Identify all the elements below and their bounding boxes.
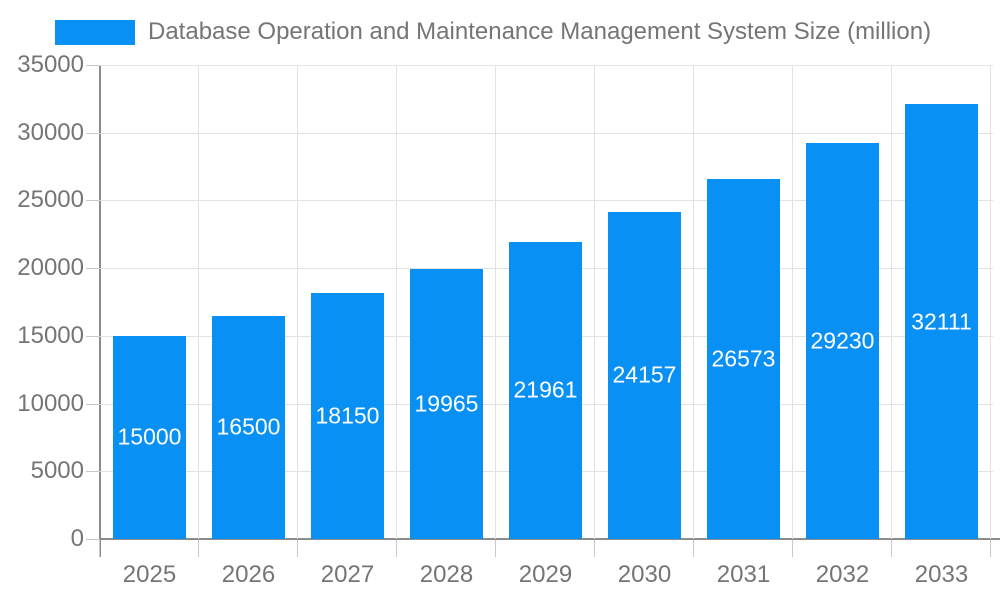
v-gridline — [594, 65, 595, 539]
bar-value-label: 16500 — [216, 413, 281, 440]
plot-area: 15000 16500 18150 19965 21961 24157 26573 29230… — [100, 65, 993, 539]
x-tick-mark — [990, 540, 991, 557]
bar: 21961 — [509, 241, 582, 539]
y-tick-label: 35000 — [17, 51, 84, 78]
h-gridline — [100, 132, 993, 134]
y-tick-label: 30000 — [17, 118, 84, 146]
v-gridline — [396, 65, 397, 539]
y-axis-line — [99, 65, 101, 557]
bar: 32111 — [905, 104, 978, 539]
x-tick-label: 2026 — [221, 561, 276, 588]
y-tick-mark — [86, 200, 100, 202]
x-tick-mark — [891, 540, 892, 557]
bar-value-label: 15000 — [117, 423, 182, 450]
bar-value-label: 19965 — [414, 390, 479, 417]
v-gridline — [693, 65, 694, 539]
bar: 26573 — [707, 179, 780, 539]
legend-swatch — [55, 19, 135, 45]
bar: 15000 — [113, 335, 186, 539]
y-tick-label: 20000 — [17, 254, 84, 282]
v-gridline — [891, 65, 892, 539]
bar: 29230 — [806, 143, 879, 539]
x-tick-label: 2028 — [419, 561, 474, 588]
y-tick-label: 15000 — [17, 321, 84, 349]
y-tick-label: 5000 — [30, 457, 84, 485]
v-gridline — [495, 65, 496, 539]
bar-value-label: 29230 — [810, 327, 875, 354]
x-axis-line — [99, 538, 1000, 540]
x-tick-mark — [198, 540, 199, 557]
bar: 24157 — [608, 211, 681, 539]
bar-value-label: 18150 — [315, 402, 380, 429]
x-tick-mark — [594, 540, 595, 557]
bar-value-label: 26573 — [711, 345, 776, 372]
v-gridline — [792, 65, 793, 539]
bar: 16500 — [212, 315, 285, 539]
h-gridline — [100, 65, 993, 66]
x-tick-mark — [495, 540, 496, 557]
y-tick-label: 10000 — [17, 389, 84, 417]
y-tick-label: 0 — [70, 525, 84, 552]
y-tick-mark — [86, 132, 100, 134]
y-tick-mark — [86, 539, 100, 540]
v-gridline — [198, 65, 199, 539]
v-gridline — [297, 65, 298, 539]
x-tick-label: 2029 — [518, 561, 573, 588]
x-tick-mark — [693, 540, 694, 557]
x-tick-mark — [99, 540, 100, 557]
y-tick-label: 25000 — [17, 186, 84, 214]
y-tick-mark — [86, 471, 100, 473]
x-tick-label: 2031 — [716, 561, 771, 588]
x-tick-label: 2027 — [320, 561, 375, 588]
bar-value-label: 32111 — [911, 308, 972, 335]
x-tick-label: 2032 — [815, 561, 870, 588]
bar-value-label: 24157 — [612, 361, 677, 388]
chart-legend: Database Operation and Maintenance Manag… — [55, 14, 931, 50]
bar: 18150 — [311, 293, 384, 539]
v-gridline — [990, 65, 991, 539]
bar: 19965 — [410, 268, 483, 539]
y-tick-mark — [86, 335, 100, 337]
y-tick-mark — [86, 268, 100, 270]
h-gridline — [100, 200, 993, 202]
x-tick-mark — [297, 540, 298, 557]
x-tick-label: 2025 — [122, 561, 177, 588]
y-tick-mark — [86, 65, 100, 66]
x-tick-label: 2033 — [914, 561, 969, 588]
x-tick-mark — [792, 540, 793, 557]
legend-label: Database Operation and Maintenance Manag… — [148, 18, 932, 45]
x-tick-label: 2030 — [617, 561, 672, 588]
bar-value-label: 21961 — [513, 376, 578, 403]
x-tick-mark — [396, 540, 397, 557]
y-tick-mark — [86, 403, 100, 405]
